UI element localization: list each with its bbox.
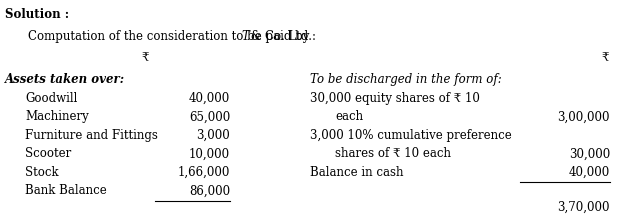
- Text: Furniture and Fittings: Furniture and Fittings: [25, 129, 158, 142]
- Text: Stock: Stock: [25, 166, 59, 179]
- Text: T: T: [241, 30, 249, 43]
- Text: Scooter: Scooter: [25, 147, 71, 160]
- Text: Bank Balance: Bank Balance: [25, 184, 107, 198]
- Text: Balance in cash: Balance in cash: [310, 166, 404, 179]
- Text: 30,000 equity shares of ₹ 10: 30,000 equity shares of ₹ 10: [310, 92, 480, 105]
- Text: Machinery: Machinery: [25, 110, 89, 123]
- Text: & Co. Ltd.:: & Co. Ltd.:: [247, 30, 316, 43]
- Text: 3,70,000: 3,70,000: [557, 201, 610, 214]
- Text: 3,000: 3,000: [197, 129, 230, 142]
- Text: 65,000: 65,000: [188, 110, 230, 123]
- Text: 3,00,000: 3,00,000: [557, 110, 610, 123]
- Text: ₹: ₹: [601, 51, 609, 64]
- Text: 30,000: 30,000: [569, 147, 610, 160]
- Text: 40,000: 40,000: [569, 166, 610, 179]
- Text: 1,66,000: 1,66,000: [177, 166, 230, 179]
- Text: 40,000: 40,000: [188, 92, 230, 105]
- Text: ₹: ₹: [142, 51, 149, 64]
- Text: 10,000: 10,000: [189, 147, 230, 160]
- Text: 86,000: 86,000: [189, 184, 230, 198]
- Text: Assets taken over:: Assets taken over:: [5, 73, 125, 86]
- Text: Solution :: Solution :: [5, 8, 69, 21]
- Text: Computation of the consideration to be paid by: Computation of the consideration to be p…: [28, 30, 313, 43]
- Text: Goodwill: Goodwill: [25, 92, 77, 105]
- Text: each: each: [335, 110, 363, 123]
- Text: shares of ₹ 10 each: shares of ₹ 10 each: [335, 147, 451, 160]
- Text: To be discharged in the form of:: To be discharged in the form of:: [310, 73, 502, 86]
- Text: 3,000 10% cumulative preference: 3,000 10% cumulative preference: [310, 129, 512, 142]
